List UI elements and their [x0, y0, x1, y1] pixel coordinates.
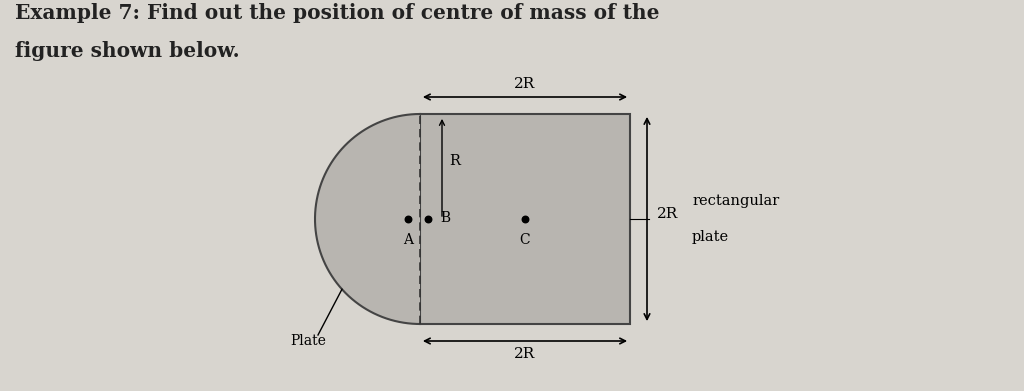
Text: 2R: 2R [514, 347, 536, 361]
Text: Example 7: Find out the position of centre of mass of the: Example 7: Find out the position of cent… [15, 3, 659, 23]
Point [420, 216, 436, 222]
Text: 2R: 2R [657, 207, 678, 221]
Text: 2R: 2R [514, 77, 536, 91]
Text: Plate: Plate [290, 334, 326, 348]
Point [399, 216, 416, 222]
Text: A: A [403, 233, 413, 247]
Text: C: C [520, 233, 530, 247]
Polygon shape [315, 114, 420, 324]
Text: figure shown below.: figure shown below. [15, 41, 240, 61]
Text: plate: plate [692, 230, 729, 244]
Bar [420, 114, 630, 324]
Text: B: B [440, 211, 451, 225]
Text: R: R [449, 154, 460, 168]
Point [517, 216, 534, 222]
Text: rectangular: rectangular [692, 194, 779, 208]
